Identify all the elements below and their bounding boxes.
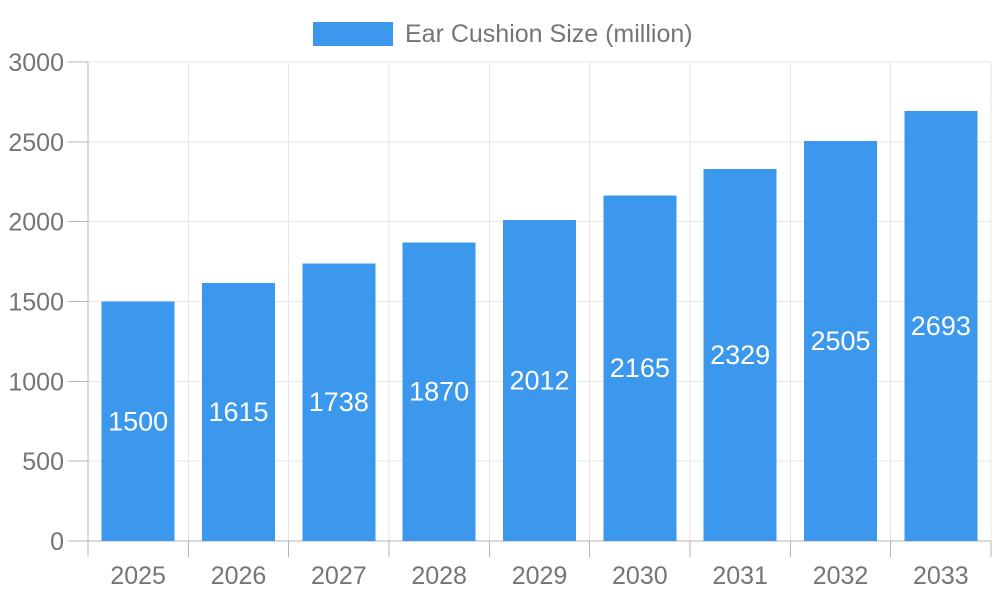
bar-value-label: 1500 (108, 406, 168, 436)
y-tick-label: 1000 (8, 368, 64, 396)
y-tick-label: 2500 (8, 129, 64, 157)
y-tick-label: 2000 (8, 209, 64, 237)
bar-value-label: 1738 (309, 387, 369, 417)
y-tick-label: 1500 (8, 289, 64, 317)
y-tick-label: 3000 (8, 49, 64, 77)
chart-legend: Ear Cushion Size (million) (313, 20, 693, 48)
bar-2027 (302, 263, 376, 541)
bar-2033 (904, 111, 978, 541)
bar-2031 (703, 169, 777, 541)
bar-value-label: 1870 (409, 377, 469, 407)
x-tick-label: 2025 (110, 562, 166, 590)
bar-2026 (202, 283, 275, 541)
x-tick-label: 2032 (813, 562, 869, 590)
x-tick-label: 2027 (311, 562, 367, 590)
x-tick-label: 2029 (512, 562, 568, 590)
y-tick-label: 500 (22, 448, 64, 476)
x-tick-label: 2033 (913, 562, 969, 590)
x-tick-label: 2026 (211, 562, 267, 590)
x-tick-label: 2028 (411, 562, 467, 590)
bar-value-label: 2505 (810, 326, 870, 356)
bar-value-label: 2329 (710, 340, 770, 370)
bar-2028 (402, 242, 476, 541)
legend-label: Ear Cushion Size (million) (405, 20, 693, 48)
bar-value-label: 2693 (911, 311, 971, 341)
bar-value-label: 2012 (509, 365, 569, 395)
x-tick-label: 2030 (612, 562, 668, 590)
y-tick-label: 0 (50, 528, 64, 556)
bar-2032 (804, 141, 877, 541)
bar-2025 (101, 301, 175, 541)
x-tick-label: 2031 (712, 562, 768, 590)
bar-2029 (503, 219, 576, 541)
bar-value-label: 1615 (208, 397, 268, 427)
legend-swatch (313, 22, 393, 46)
bar-2030 (603, 195, 677, 542)
bar-value-label: 2165 (610, 353, 670, 383)
